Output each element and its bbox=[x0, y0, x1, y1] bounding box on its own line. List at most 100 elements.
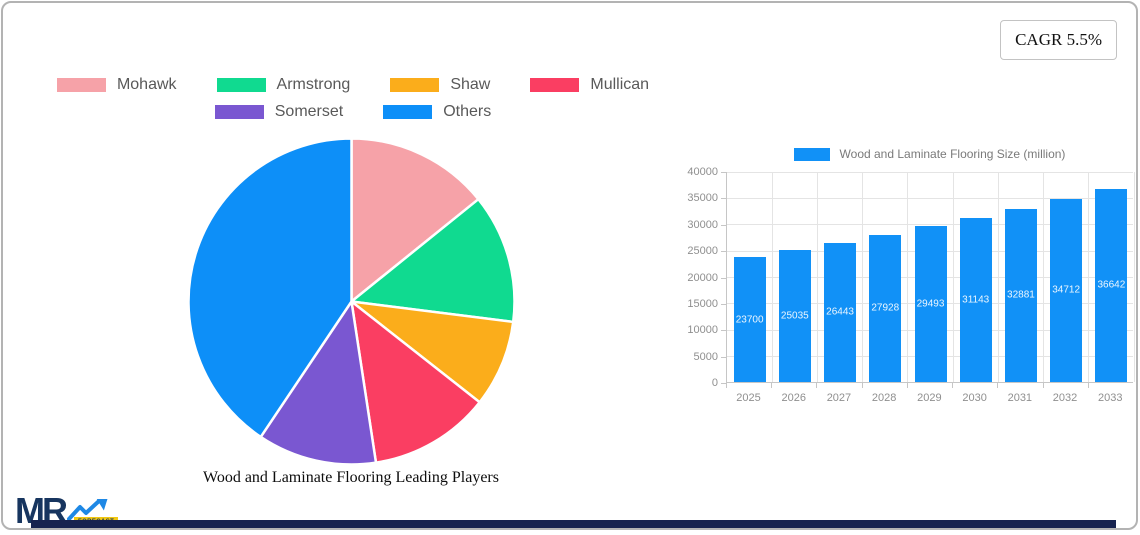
y-axis-tick bbox=[721, 356, 726, 358]
x-axis-tick bbox=[906, 383, 908, 388]
trend-arrow-icon bbox=[67, 499, 108, 521]
x-axis-tick-label: 2033 bbox=[1098, 392, 1123, 404]
legend-swatch-icon bbox=[216, 78, 266, 92]
legend-label: Mohawk bbox=[116, 76, 177, 93]
bar-2030[interactable]: 31143 bbox=[959, 217, 992, 382]
x-axis-tick bbox=[771, 383, 773, 388]
h-gridline bbox=[727, 224, 1133, 226]
bottom-accent-bar bbox=[31, 520, 1116, 528]
legend-item-armstrong[interactable]: Armstrong bbox=[216, 76, 351, 94]
pie-legend: Mohawk Armstrong Shaw Mullican Somerset Other… bbox=[3, 76, 703, 121]
y-axis-tick bbox=[721, 303, 726, 305]
pie-slice-mullican[interactable] bbox=[350, 300, 481, 464]
x-axis-tick-label: 2031 bbox=[1007, 392, 1033, 404]
y-axis-tick bbox=[721, 383, 726, 384]
x-axis-tick bbox=[952, 383, 954, 388]
bar-plot-area: 23700 25035 26443 27928 29493 31143 32881 34712… bbox=[726, 171, 1135, 383]
y-axis-tick-label: 5000 bbox=[693, 350, 718, 363]
v-gridline bbox=[1133, 172, 1135, 382]
y-axis-tick-label: 40000 bbox=[687, 166, 718, 178]
bar-2027[interactable]: 26443 bbox=[824, 242, 857, 382]
legend-item-shaw[interactable]: Shaw bbox=[390, 76, 490, 94]
bar-value-label: 31143 bbox=[962, 294, 990, 306]
pie-slice-armstrong[interactable] bbox=[350, 197, 516, 324]
x-axis-tick-label: 2026 bbox=[781, 392, 806, 404]
pie-chart-title: Wood and Laminate Flooring Leading Playe… bbox=[203, 469, 499, 486]
legend-item-mullican[interactable]: Mullican bbox=[530, 76, 649, 94]
v-gridline bbox=[771, 172, 773, 382]
legend-label: Somerset bbox=[274, 103, 344, 120]
x-axis-tick-label: 2028 bbox=[871, 392, 897, 404]
bar-value-label: 32881 bbox=[1007, 289, 1035, 301]
legend-swatch-icon bbox=[214, 105, 264, 119]
legend-item-somerset[interactable]: Somerset bbox=[214, 103, 344, 121]
x-axis-tick-label: 2032 bbox=[1052, 392, 1078, 404]
bar-value-label: 27928 bbox=[871, 302, 900, 314]
bar-legend-label: Wood and Laminate Flooring Size (million… bbox=[839, 147, 1066, 161]
v-gridline bbox=[1043, 172, 1045, 382]
x-axis-tick bbox=[1042, 383, 1044, 388]
legend-swatch-icon bbox=[56, 78, 106, 92]
v-gridline bbox=[862, 172, 864, 382]
v-gridline bbox=[816, 172, 818, 382]
y-axis-tick bbox=[721, 198, 726, 200]
bar-2028[interactable]: 27928 bbox=[869, 234, 902, 382]
v-gridline bbox=[952, 172, 954, 382]
bar-2025[interactable]: 23700 bbox=[733, 256, 766, 382]
legend-label: Others bbox=[443, 103, 492, 120]
x-axis-tick bbox=[816, 383, 818, 388]
pie-slice-shaw[interactable] bbox=[350, 300, 515, 404]
x-axis-tick bbox=[861, 383, 863, 388]
x-axis-tick bbox=[997, 383, 999, 388]
v-gridline bbox=[907, 172, 909, 382]
y-axis-tick bbox=[721, 172, 726, 173]
pie-slice-mohawk[interactable] bbox=[350, 137, 480, 303]
v-gridline bbox=[997, 172, 999, 382]
y-axis-tick-label: 0 bbox=[711, 377, 718, 389]
legend-swatch-icon bbox=[390, 78, 440, 92]
pie-slice-others[interactable] bbox=[187, 137, 353, 439]
y-axis-tick-label: 20000 bbox=[687, 271, 718, 284]
bar-2032[interactable]: 34712 bbox=[1050, 198, 1083, 382]
v-gridline bbox=[1088, 172, 1090, 382]
legend-swatch-icon bbox=[530, 78, 580, 92]
legend-item-others[interactable]: Others bbox=[383, 103, 491, 121]
bar-value-label: 25035 bbox=[780, 310, 809, 322]
x-axis-tick-label: 2027 bbox=[826, 392, 852, 404]
y-axis-tick-label: 25000 bbox=[687, 245, 718, 258]
x-axis-tick-label: 2029 bbox=[917, 392, 942, 404]
x-axis-tick bbox=[726, 383, 727, 388]
bar-value-label: 23700 bbox=[735, 314, 764, 325]
bar-2033[interactable]: 36642 bbox=[1095, 188, 1128, 382]
bar-value-label: 34712 bbox=[1052, 284, 1081, 296]
y-axis-tick bbox=[721, 224, 726, 226]
cagr-badge: CAGR 5.5% bbox=[1000, 20, 1117, 60]
y-axis-tick-label: 10000 bbox=[687, 324, 718, 337]
y-axis-tick bbox=[721, 251, 726, 253]
bar-value-label: 36642 bbox=[1097, 279, 1126, 291]
bar-value-label: 29493 bbox=[916, 298, 945, 310]
legend-item-mohawk[interactable]: Mohawk bbox=[56, 76, 177, 94]
bar-2031[interactable]: 32881 bbox=[1004, 208, 1037, 382]
bar-legend-swatch-icon bbox=[793, 147, 830, 161]
bar-value-label: 26443 bbox=[826, 306, 854, 318]
h-gridline bbox=[727, 171, 1133, 173]
legend-label: Shaw bbox=[450, 76, 491, 93]
bar-2026[interactable]: 25035 bbox=[778, 249, 811, 382]
pie-slice-somerset[interactable] bbox=[259, 300, 378, 466]
bar-chart: Wood and Laminate Flooring Size (million… bbox=[682, 147, 1140, 413]
legend-label: Armstrong bbox=[276, 76, 351, 93]
y-axis-tick bbox=[721, 330, 726, 332]
y-axis-tick-label: 15000 bbox=[687, 297, 718, 310]
h-gridline bbox=[727, 197, 1133, 199]
x-axis-tick-label: 2025 bbox=[736, 392, 761, 404]
x-axis-tick bbox=[1087, 383, 1089, 388]
bar-2029[interactable]: 29493 bbox=[914, 226, 947, 382]
x-axis-tick-label: 2030 bbox=[962, 392, 987, 404]
legend-label: Mullican bbox=[590, 76, 650, 93]
pie-chart bbox=[185, 135, 518, 468]
bar-chart-legend[interactable]: Wood and Laminate Flooring Size (million… bbox=[726, 147, 1133, 161]
y-axis-tick bbox=[721, 277, 726, 279]
y-axis-tick-label: 30000 bbox=[687, 218, 718, 231]
